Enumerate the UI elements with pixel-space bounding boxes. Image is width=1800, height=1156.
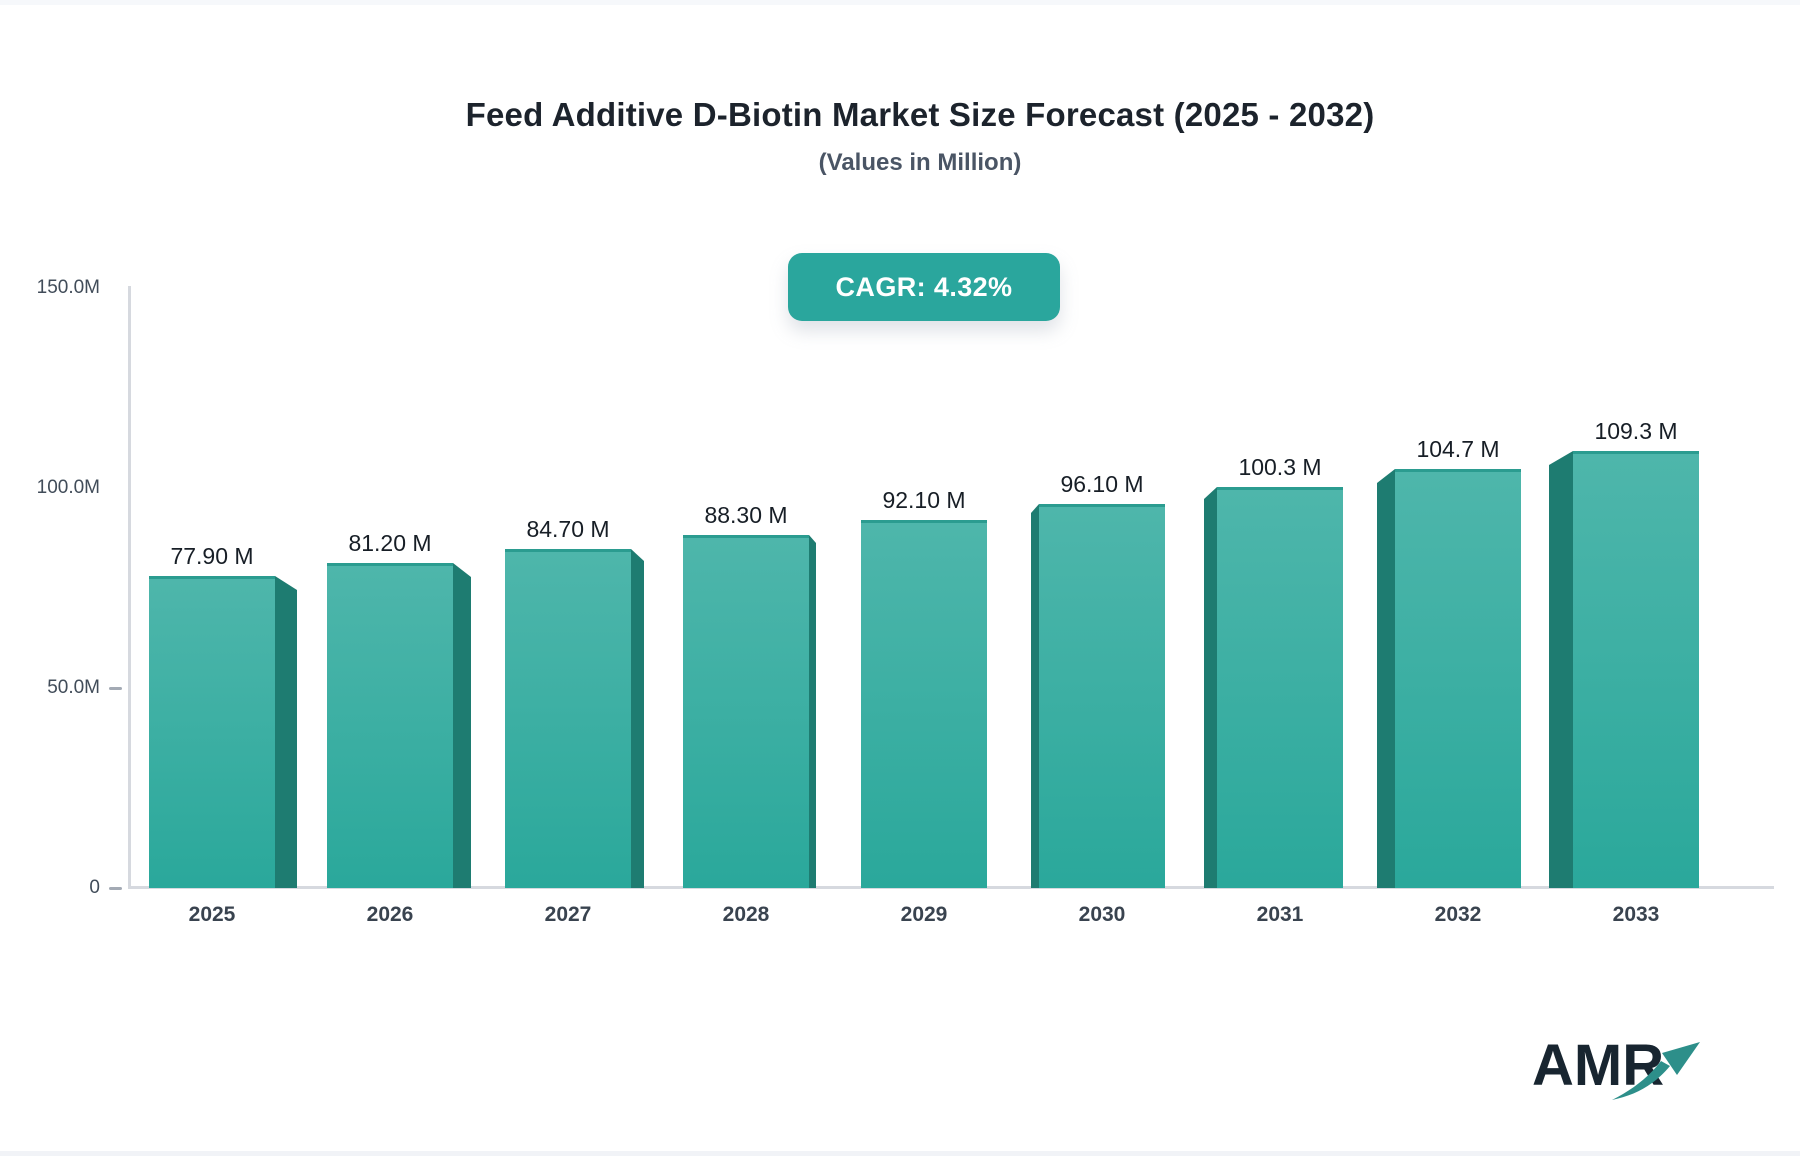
- bar-side-face: [631, 549, 644, 888]
- bar-2029: [861, 520, 987, 888]
- bar-front-face: [1039, 504, 1165, 888]
- bar-value-label: 88.30 M: [704, 502, 788, 528]
- bar-front-face: [683, 535, 809, 888]
- amr-logo: AMR: [1532, 1032, 1722, 1112]
- bar-2026: [327, 563, 471, 888]
- bar-front-face: [327, 563, 453, 888]
- bottom-edge-strip: [0, 1151, 1800, 1156]
- bar-value-label: 109.3 M: [1594, 418, 1678, 444]
- y-axis-tick-mark: [109, 887, 122, 890]
- x-axis-label-2032: 2032: [1434, 903, 1482, 926]
- bar-2032: [1377, 469, 1521, 888]
- bar-value-label: 104.7 M: [1416, 436, 1500, 462]
- bar-value-label: 100.3 M: [1238, 454, 1322, 480]
- y-axis-tick-label: 50.0M: [47, 677, 100, 698]
- y-axis-tick-mark: [109, 687, 122, 690]
- bar-front-face: [1573, 451, 1699, 888]
- bar-value-label: 84.70 M: [526, 516, 610, 542]
- x-axis-label-2033: 2033: [1612, 903, 1660, 926]
- x-axis-label-2026: 2026: [366, 903, 414, 926]
- growth-arrow-icon: [1612, 1042, 1700, 1100]
- bar-2033: [1549, 451, 1699, 888]
- x-axis-label-2031: 2031: [1256, 903, 1304, 926]
- bar-front-face: [505, 549, 631, 888]
- bar-front-face: [149, 576, 275, 888]
- bar-value-label: 92.10 M: [882, 487, 966, 513]
- x-axis-label-2028: 2028: [722, 903, 770, 926]
- bar-side-face: [453, 563, 471, 888]
- x-axis-label-2030: 2030: [1078, 903, 1126, 926]
- bar-value-label: 81.20 M: [348, 530, 432, 556]
- bar-side-face: [275, 576, 297, 888]
- x-axis-label-2027: 2027: [544, 903, 592, 926]
- bar-2028: [683, 535, 816, 888]
- y-axis-tick-label: 0: [89, 877, 100, 898]
- bar-front-face: [1395, 469, 1521, 888]
- bar-2027: [505, 549, 644, 888]
- bar-side-face: [809, 535, 816, 888]
- bar-2031: [1204, 487, 1343, 888]
- bar-value-label: 77.90 M: [170, 543, 254, 569]
- bar-side-face: [1549, 451, 1573, 888]
- y-axis-tick-label: 100.0M: [36, 477, 100, 498]
- bar-side-face: [1031, 504, 1039, 888]
- x-axis-label-2029: 2029: [900, 903, 948, 926]
- bar-2030: [1031, 504, 1165, 888]
- bar-2025: [149, 576, 297, 888]
- y-axis-line: [128, 286, 131, 888]
- top-edge-strip: [0, 0, 1800, 5]
- bar-side-face: [1204, 487, 1217, 888]
- cagr-badge: CAGR: 4.32%: [788, 253, 1060, 321]
- bar-side-face: [1377, 469, 1395, 888]
- y-axis-tick-label: 150.0M: [36, 277, 100, 298]
- chart-title: Feed Additive D-Biotin Market Size Forec…: [465, 96, 1375, 133]
- bar-front-face: [861, 520, 987, 888]
- bar-front-face: [1217, 487, 1343, 888]
- chart-subtitle: (Values in Million): [818, 149, 1022, 176]
- bar-value-label: 96.10 M: [1060, 471, 1144, 497]
- x-axis-label-2025: 2025: [188, 903, 236, 926]
